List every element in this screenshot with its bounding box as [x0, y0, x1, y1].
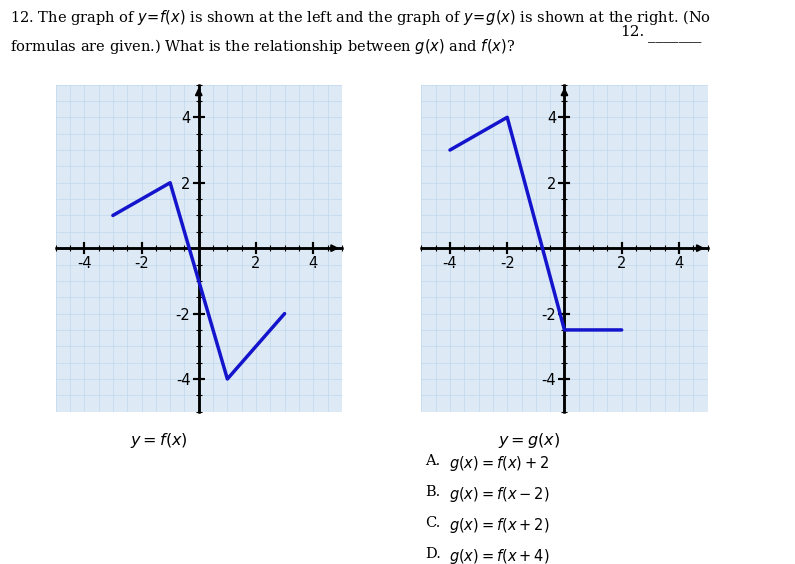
Text: formulas are given.) What is the relationship between $g(x)$ and $f(x)$?: formulas are given.) What is the relatio… — [10, 37, 515, 56]
Text: 12. The graph of $y\!=\!f(x)$ is shown at the left and the graph of $y\!=\!g(x)$: 12. The graph of $y\!=\!f(x)$ is shown a… — [10, 8, 712, 28]
Text: $y = f(x)$: $y = f(x)$ — [130, 431, 188, 451]
Text: $g(x) = f(x + 2)$: $g(x) = f(x + 2)$ — [449, 516, 549, 535]
Text: $g(x) = f(x) + 2$: $g(x) = f(x) + 2$ — [449, 454, 549, 473]
Text: $y = g(x)$: $y = g(x)$ — [498, 431, 560, 451]
Text: A.: A. — [425, 454, 440, 468]
Text: C.: C. — [425, 516, 440, 530]
Text: B.: B. — [425, 485, 440, 499]
Text: $g(x) = f(x + 4)$: $g(x) = f(x + 4)$ — [449, 547, 549, 564]
Text: $g(x) = f(x - 2)$: $g(x) = f(x - 2)$ — [449, 485, 549, 504]
Text: _______: _______ — [648, 29, 701, 43]
Text: D.: D. — [425, 547, 441, 561]
Text: 12.: 12. — [620, 25, 645, 39]
